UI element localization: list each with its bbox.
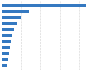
Bar [2,22,17,25]
Bar [2,64,7,67]
Bar [2,28,14,31]
Bar [2,46,10,49]
Bar [2,58,8,61]
Bar [2,10,29,13]
Bar [2,34,12,37]
Bar [2,4,86,7]
Bar [2,16,21,19]
Bar [2,40,11,43]
Bar [2,52,9,55]
